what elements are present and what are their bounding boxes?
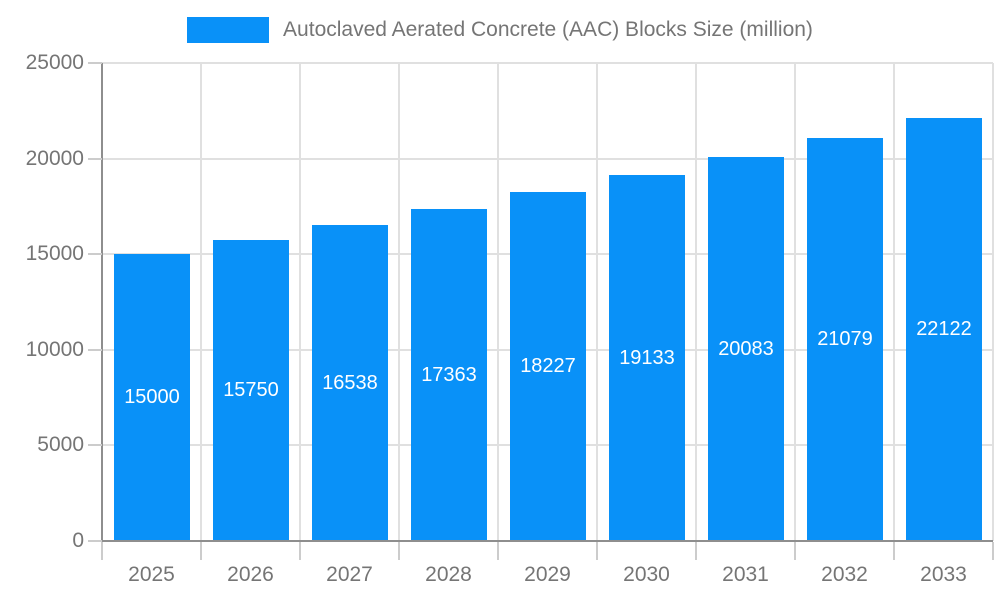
legend-swatch[interactable] bbox=[187, 17, 270, 43]
bar-value-label: 16538 bbox=[322, 371, 378, 394]
bar[interactable]: 18227 bbox=[510, 192, 586, 541]
bar-value-label: 17363 bbox=[421, 363, 477, 386]
gridline-v bbox=[695, 63, 697, 541]
gridline-v bbox=[398, 63, 400, 541]
bar[interactable]: 17363 bbox=[411, 209, 487, 541]
bar-value-label: 15750 bbox=[223, 379, 279, 401]
x-tick bbox=[200, 542, 202, 560]
x-tick-label: 2029 bbox=[524, 563, 571, 586]
y-tick bbox=[88, 158, 102, 160]
y-tick bbox=[88, 540, 102, 542]
y-tick bbox=[88, 444, 102, 446]
x-tick-label: 2027 bbox=[326, 563, 373, 586]
x-tick-label: 2032 bbox=[821, 563, 868, 586]
y-tick-label: 5000 bbox=[37, 433, 84, 456]
x-tick bbox=[101, 542, 103, 560]
bar-value-label: 19133 bbox=[619, 346, 675, 369]
bar[interactable]: 19133 bbox=[609, 175, 685, 541]
x-tick bbox=[893, 542, 895, 560]
y-axis-line bbox=[101, 63, 103, 541]
x-tick bbox=[992, 542, 994, 560]
gridline-v bbox=[893, 63, 895, 541]
gridline-h bbox=[102, 62, 993, 64]
gridline-v bbox=[596, 63, 598, 541]
plot-area: 15000 15750 16538 17363 18227 19133 20083 21079… bbox=[102, 62, 994, 541]
bar[interactable]: 21079 bbox=[807, 138, 883, 541]
legend-label: Autoclaved Aerated Concrete (AAC) Blocks… bbox=[283, 18, 813, 41]
legend[interactable]: Autoclaved Aerated Concrete (AAC) Blocks… bbox=[0, 13, 1000, 47]
gridline-v bbox=[992, 63, 994, 541]
y-tick-label: 10000 bbox=[25, 338, 84, 361]
bar-value-label: 22122 bbox=[916, 318, 972, 340]
x-tick bbox=[596, 542, 598, 560]
bar-value-label: 21079 bbox=[817, 328, 873, 350]
x-tick bbox=[695, 542, 697, 560]
y-tick bbox=[88, 253, 102, 255]
y-tick-label: 0 bbox=[72, 529, 84, 552]
y-tick bbox=[88, 349, 102, 351]
x-tick bbox=[398, 542, 400, 560]
x-tick-label: 2026 bbox=[227, 563, 274, 586]
x-axis-line bbox=[102, 540, 993, 542]
bar[interactable]: 16538 bbox=[312, 225, 388, 541]
bar-value-label: 15000 bbox=[124, 386, 180, 408]
x-tick bbox=[794, 542, 796, 560]
gridline-h bbox=[102, 158, 993, 160]
x-tick bbox=[497, 542, 499, 560]
x-tick bbox=[299, 542, 301, 560]
x-tick-label: 2025 bbox=[128, 563, 175, 586]
x-tick-label: 2028 bbox=[425, 563, 472, 586]
bar-value-label: 18227 bbox=[520, 355, 576, 377]
gridline-v bbox=[497, 63, 499, 541]
gridline-v bbox=[794, 63, 796, 541]
bar[interactable]: 15000 bbox=[114, 254, 190, 541]
y-tick-label: 25000 bbox=[25, 51, 84, 74]
x-tick-label: 2030 bbox=[623, 563, 670, 586]
bar[interactable]: 22122 bbox=[906, 118, 982, 541]
y-tick bbox=[88, 62, 102, 64]
bar[interactable]: 20083 bbox=[708, 157, 784, 541]
bar-value-label: 20083 bbox=[718, 337, 774, 360]
y-tick-label: 15000 bbox=[25, 242, 84, 265]
x-tick-label: 2033 bbox=[920, 563, 967, 586]
y-tick-label: 20000 bbox=[25, 147, 84, 170]
bar[interactable]: 15750 bbox=[213, 240, 289, 541]
gridline-v bbox=[299, 63, 301, 541]
x-tick-label: 2031 bbox=[722, 563, 769, 586]
gridline-v bbox=[200, 63, 202, 541]
